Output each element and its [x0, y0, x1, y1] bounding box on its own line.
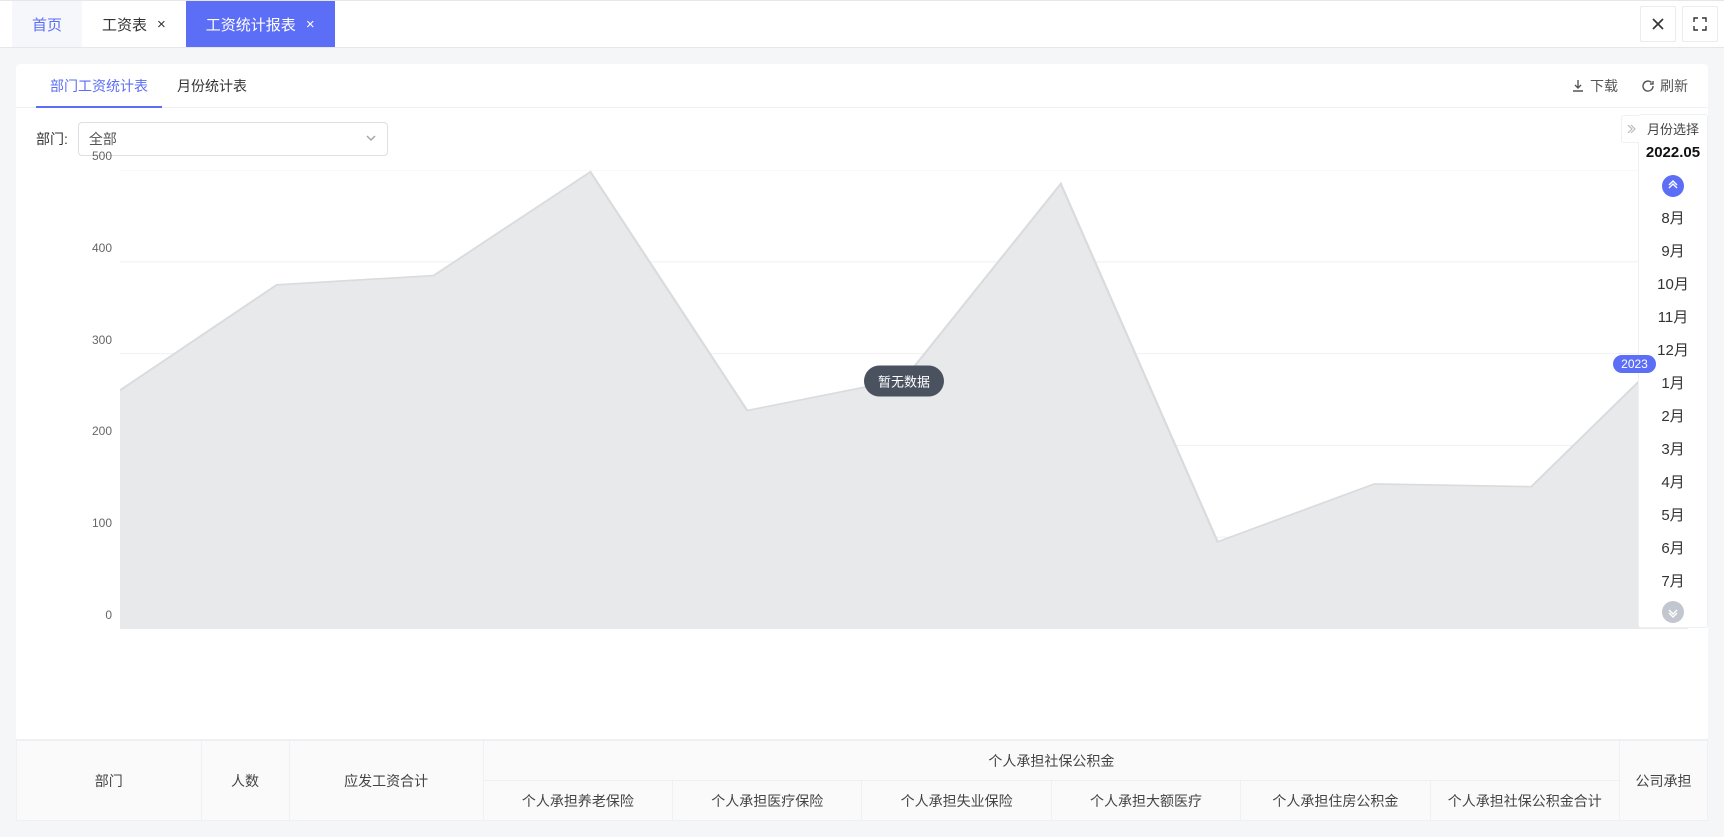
subtab-label: 月份统计表	[177, 76, 247, 96]
chevron-down-icon	[365, 131, 377, 147]
th-payable-total: 应发工资合计	[289, 741, 483, 821]
month-item[interactable]: 3月	[1661, 432, 1684, 465]
chevron-up-icon	[1667, 180, 1679, 192]
th-p-critical: 个人承担大额医疗	[1051, 781, 1240, 821]
th-p-unemployment: 个人承担失业保险	[862, 781, 1051, 821]
chart-area: 0100200300400500 暂无数据	[16, 170, 1708, 739]
download-button[interactable]: 下载	[1570, 76, 1618, 96]
close-icon	[1650, 16, 1666, 32]
chevron-down-icon	[1667, 606, 1679, 618]
refresh-icon	[1640, 78, 1656, 94]
th-p-pension: 个人承担养老保险	[483, 781, 672, 821]
th-dept: 部门	[17, 741, 202, 821]
month-item[interactable]: 6月	[1661, 531, 1684, 564]
year-pill: 2023	[1613, 355, 1656, 373]
th-p-total: 个人承担社保公积金合计	[1430, 781, 1619, 821]
month-item[interactable]: 10月	[1657, 267, 1689, 300]
table-wrap[interactable]: 部门 人数 应发工资合计 个人承担社保公积金 公司承担 个人承担养老保险 个人承…	[16, 739, 1708, 821]
refresh-label: 刷新	[1660, 76, 1688, 96]
subtab-department-salary[interactable]: 部门工资统计表	[36, 64, 163, 107]
chart-tooltip: 暂无数据	[864, 366, 944, 397]
scroll-up-button[interactable]	[1662, 175, 1684, 197]
scroll-down-button[interactable]	[1662, 601, 1684, 623]
fullscreen-icon	[1692, 16, 1708, 32]
y-tick-label: 200	[56, 424, 116, 438]
th-company-partial: 公司承担	[1619, 741, 1707, 821]
fullscreen-button[interactable]	[1682, 6, 1718, 42]
month-panel: 月份选择 2022.05 8月9月10月11月12月20231月2月3月4月5月…	[1638, 114, 1708, 628]
month-item[interactable]: 2月	[1661, 399, 1684, 432]
th-p-medical: 个人承担医疗保险	[673, 781, 862, 821]
month-item[interactable]: 5月	[1661, 498, 1684, 531]
month-item[interactable]: 4月	[1661, 465, 1684, 498]
y-tick-label: 500	[56, 149, 116, 163]
month-item[interactable]: 8月	[1661, 201, 1684, 234]
select-value: 全部	[89, 129, 117, 149]
tab-salary-report[interactable]: 工资统计报表 ×	[186, 1, 335, 47]
month-item[interactable]: 1月	[1661, 366, 1684, 399]
page-content: 部门工资统计表 月份统计表 下载 刷新 部门: 全部	[0, 48, 1724, 837]
month-item[interactable]: 9月	[1661, 234, 1684, 267]
tab-home[interactable]: 首页	[12, 1, 82, 47]
month-item[interactable]: 12月	[1657, 333, 1689, 366]
th-people: 人数	[201, 741, 289, 821]
sub-tab-bar: 部门工资统计表 月份统计表 下载 刷新	[16, 64, 1708, 108]
month-item[interactable]: 7月	[1661, 564, 1684, 597]
tab-salary-report-label: 工资统计报表	[206, 14, 296, 35]
y-tick-label: 100	[56, 516, 116, 530]
filter-label: 部门:	[36, 129, 68, 149]
download-label: 下载	[1590, 76, 1618, 96]
main-card: 部门工资统计表 月份统计表 下载 刷新 部门: 全部	[16, 64, 1708, 821]
salary-table: 部门 人数 应发工资合计 个人承担社保公积金 公司承担 个人承担养老保险 个人承…	[16, 740, 1708, 821]
month-scroll: 8月9月10月11月12月20231月2月3月4月5月6月7月	[1639, 171, 1707, 627]
download-icon	[1570, 78, 1586, 94]
y-tick-label: 400	[56, 241, 116, 255]
month-item[interactable]: 11月	[1658, 300, 1689, 333]
refresh-button[interactable]: 刷新	[1640, 76, 1688, 96]
tab-salary-label: 工资表	[102, 14, 147, 35]
th-personal-group: 个人承担社保公积金	[483, 741, 1619, 781]
department-select[interactable]: 全部	[78, 122, 388, 156]
close-icon[interactable]: ×	[306, 16, 315, 33]
y-tick-label: 0	[56, 608, 116, 622]
filter-row: 部门: 全部	[16, 108, 1708, 170]
tab-home-label: 首页	[32, 14, 62, 35]
top-tab-bar: 首页 工资表 × 工资统计报表 ×	[0, 0, 1724, 48]
month-panel-title: 月份选择	[1647, 119, 1699, 138]
collapse-panel-button[interactable]	[1621, 115, 1639, 143]
tab-salary[interactable]: 工资表 ×	[82, 1, 186, 47]
month-current: 2022.05	[1646, 144, 1700, 161]
y-tick-label: 300	[56, 333, 116, 347]
close-icon[interactable]: ×	[157, 16, 166, 33]
th-p-housing: 个人承担住房公积金	[1241, 781, 1430, 821]
chevron-right-icon	[1626, 124, 1636, 134]
subtab-label: 部门工资统计表	[50, 76, 148, 96]
close-all-button[interactable]	[1640, 6, 1676, 42]
y-axis: 0100200300400500	[56, 170, 116, 629]
subtab-monthly[interactable]: 月份统计表	[163, 64, 262, 107]
chart-plot: 暂无数据	[120, 170, 1688, 629]
area-chart-svg	[120, 170, 1688, 629]
